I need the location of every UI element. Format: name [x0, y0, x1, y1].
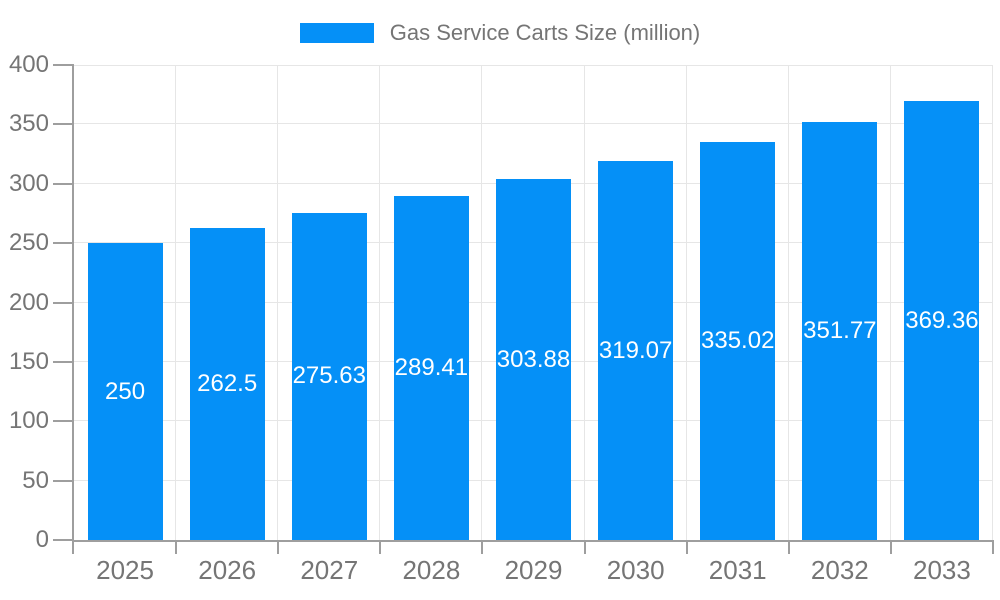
y-tick-label: 300 — [8, 169, 49, 197]
x-tick-label: 2032 — [810, 555, 869, 585]
x-axis-line — [72, 540, 993, 542]
bar[interactable] — [393, 196, 469, 540]
bar-value-label: 289.41 — [394, 354, 469, 382]
gridline-v — [787, 65, 789, 540]
y-axis-line — [72, 65, 74, 540]
y-axis-tick — [53, 301, 74, 304]
bar[interactable] — [87, 243, 163, 540]
bar-value-label: 369.36 — [905, 306, 979, 334]
y-axis-tick — [53, 539, 74, 541]
bar[interactable] — [904, 101, 980, 540]
gridline-v — [277, 65, 279, 540]
legend-label: Gas Service Carts Size (million) — [389, 19, 701, 45]
y-tick-label: 400 — [8, 51, 49, 78]
legend-swatch — [299, 22, 374, 43]
x-tick-label: 2028 — [402, 555, 461, 585]
gridline-v — [175, 65, 177, 540]
x-axis-tick — [175, 540, 178, 554]
y-axis-tick — [53, 360, 74, 363]
y-axis-tick — [53, 182, 74, 185]
x-axis-tick — [277, 540, 280, 554]
bar[interactable] — [700, 142, 776, 540]
y-tick-label: 250 — [8, 229, 49, 257]
x-axis-tick — [481, 540, 484, 554]
x-tick-label: 2025 — [96, 555, 154, 585]
y-tick-label: 0 — [35, 526, 49, 553]
x-tick-label: 2027 — [300, 555, 359, 585]
x-axis-tick — [992, 540, 994, 554]
bar[interactable] — [189, 228, 265, 540]
y-tick-label: 50 — [22, 466, 49, 494]
y-tick-label: 100 — [8, 407, 49, 435]
gridline-v — [379, 65, 381, 540]
gridline-v — [685, 65, 687, 540]
legend[interactable]: Gas Service Carts Size (million) — [0, 19, 1000, 46]
bar[interactable] — [496, 179, 571, 540]
gridline-h — [74, 123, 993, 125]
bar[interactable] — [802, 122, 878, 540]
plot-area: 250 262.5 275.63 289.41 303.88 319.07 335.02 35… — [53, 64, 994, 554]
bar[interactable] — [291, 212, 367, 540]
x-tick-label: 2029 — [504, 555, 563, 585]
y-tick-label: 200 — [8, 288, 49, 316]
bar-value-label: 303.88 — [496, 345, 571, 373]
x-tick-label: 2030 — [606, 555, 665, 585]
bar-value-label: 275.63 — [292, 362, 366, 390]
gridline-v — [889, 65, 891, 540]
y-tick-label: 150 — [8, 347, 49, 375]
gridline-v — [992, 65, 993, 540]
bar-value-label: 335.02 — [701, 327, 775, 355]
gridline-v — [583, 65, 585, 540]
x-axis-tick — [889, 540, 892, 554]
gridline-v — [481, 65, 483, 540]
y-axis-tick — [53, 123, 74, 126]
bar-value-label: 250 — [105, 377, 146, 405]
x-axis-tick — [787, 540, 790, 554]
y-axis-tick — [53, 242, 74, 245]
x-tick-label: 2033 — [913, 555, 971, 585]
x-axis-tick — [685, 540, 688, 554]
x-axis-tick — [379, 540, 382, 554]
y-tick-label: 350 — [8, 110, 49, 138]
y-axis-tick — [53, 479, 74, 482]
bar-value-label: 262.5 — [197, 370, 258, 398]
bar[interactable] — [598, 161, 674, 540]
x-axis-tick — [583, 540, 586, 554]
x-axis-tick — [72, 540, 74, 554]
y-axis-tick — [53, 64, 74, 66]
x-tick-label: 2026 — [198, 555, 257, 585]
bar-value-label: 351.77 — [803, 317, 877, 345]
bar-value-label: 319.07 — [598, 336, 673, 364]
y-axis-tick — [53, 420, 74, 423]
x-tick-label: 2031 — [708, 555, 767, 585]
gridline-h — [74, 65, 993, 66]
